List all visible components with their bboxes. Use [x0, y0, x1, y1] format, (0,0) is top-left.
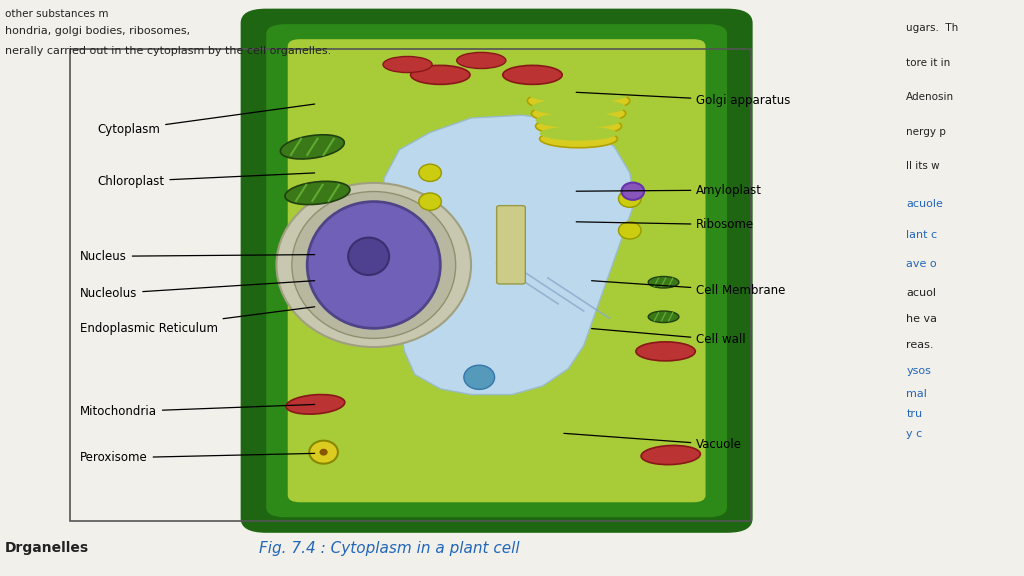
Text: y c: y c: [906, 429, 923, 439]
Text: reas.: reas.: [906, 340, 934, 350]
Ellipse shape: [285, 181, 350, 204]
Ellipse shape: [648, 276, 679, 288]
Text: tore it in: tore it in: [906, 58, 950, 67]
Ellipse shape: [531, 103, 626, 124]
Ellipse shape: [618, 222, 641, 239]
Ellipse shape: [536, 116, 622, 136]
Text: Amyloplast: Amyloplast: [577, 184, 762, 196]
Ellipse shape: [636, 342, 695, 361]
Ellipse shape: [531, 98, 626, 116]
Ellipse shape: [309, 441, 338, 464]
Text: Ribosome: Ribosome: [577, 218, 755, 231]
Ellipse shape: [641, 445, 700, 465]
Ellipse shape: [411, 66, 470, 85]
Text: Cytoplasm: Cytoplasm: [97, 104, 314, 136]
Ellipse shape: [419, 164, 441, 181]
Text: nergy p: nergy p: [906, 127, 946, 137]
Text: acuole: acuole: [906, 199, 943, 209]
Text: other substances m: other substances m: [5, 9, 109, 18]
Ellipse shape: [292, 191, 456, 338]
Ellipse shape: [457, 52, 506, 69]
Text: he va: he va: [906, 314, 937, 324]
Text: Adenosin: Adenosin: [906, 92, 954, 102]
Text: Chloroplast: Chloroplast: [97, 173, 314, 188]
Ellipse shape: [383, 56, 432, 73]
Text: Cell wall: Cell wall: [592, 328, 745, 346]
FancyBboxPatch shape: [241, 9, 753, 533]
FancyBboxPatch shape: [266, 24, 727, 517]
FancyBboxPatch shape: [497, 206, 525, 284]
Text: Golgi apparatus: Golgi apparatus: [577, 92, 791, 107]
Ellipse shape: [540, 130, 617, 148]
Text: Cell Membrane: Cell Membrane: [592, 281, 785, 297]
Ellipse shape: [536, 112, 622, 128]
Text: hondria, golgi bodies, ribosomes,: hondria, golgi bodies, ribosomes,: [5, 26, 190, 36]
Ellipse shape: [286, 395, 345, 414]
Ellipse shape: [622, 183, 644, 200]
Ellipse shape: [618, 190, 641, 207]
Text: tru: tru: [906, 409, 923, 419]
Polygon shape: [384, 115, 635, 395]
Text: ll its w: ll its w: [906, 161, 940, 171]
Text: lant c: lant c: [906, 230, 937, 240]
Ellipse shape: [276, 183, 471, 347]
Ellipse shape: [281, 135, 344, 159]
Ellipse shape: [527, 89, 630, 112]
Text: Vacuole: Vacuole: [564, 433, 742, 451]
Text: mal: mal: [906, 389, 927, 399]
Text: Endoplasmic Reticulum: Endoplasmic Reticulum: [80, 307, 314, 335]
Text: nerally carried out in the cytoplasm by the cell organelles.: nerally carried out in the cytoplasm by …: [5, 46, 332, 56]
Ellipse shape: [648, 311, 679, 323]
Text: Fig. 7.4 : Cytoplasm in a plant cell: Fig. 7.4 : Cytoplasm in a plant cell: [259, 541, 519, 556]
Text: Nucleus: Nucleus: [80, 250, 314, 263]
Ellipse shape: [307, 202, 440, 328]
Ellipse shape: [503, 66, 562, 85]
Text: Mitochondria: Mitochondria: [80, 404, 314, 418]
Text: Nucleolus: Nucleolus: [80, 281, 314, 300]
Ellipse shape: [527, 85, 630, 103]
Text: acuol: acuol: [906, 288, 936, 298]
Text: ave o: ave o: [906, 259, 937, 269]
Ellipse shape: [319, 449, 328, 456]
Text: Peroxisome: Peroxisome: [80, 452, 314, 464]
Ellipse shape: [464, 365, 495, 389]
Ellipse shape: [540, 126, 617, 141]
Ellipse shape: [348, 238, 389, 275]
Text: ysos: ysos: [906, 366, 931, 376]
Text: ugars.  Th: ugars. Th: [906, 23, 958, 33]
Ellipse shape: [419, 193, 441, 210]
Text: Drganelles: Drganelles: [5, 541, 89, 555]
FancyBboxPatch shape: [288, 39, 706, 502]
